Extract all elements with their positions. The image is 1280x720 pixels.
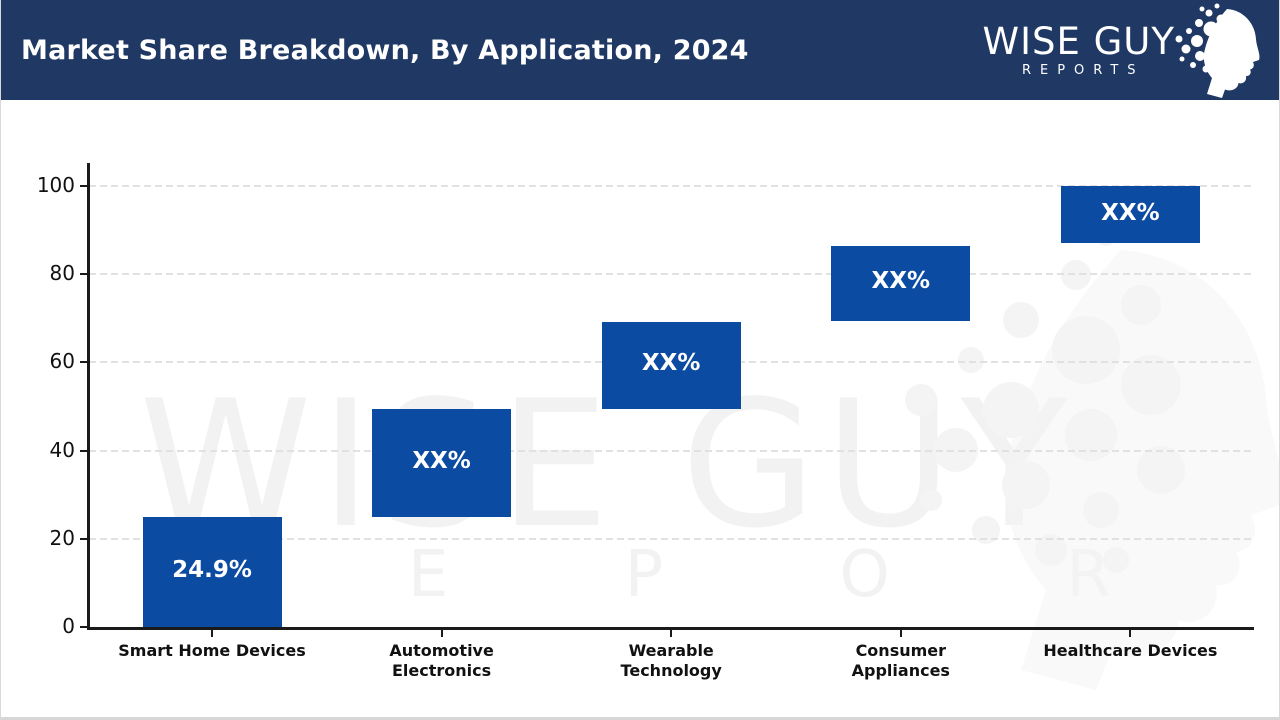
bar-2 — [372, 409, 512, 517]
y-tick-mark-0 — [80, 626, 89, 628]
category-label-1: Smart Home Devices — [118, 641, 306, 660]
x-tick-mark-3 — [670, 629, 673, 637]
y-tick-mark-40 — [80, 449, 89, 452]
bar-value-label-2: XX% — [412, 447, 471, 474]
bar-value-label-1: 24.9% — [172, 557, 252, 584]
category-label-4: Consumer Appliances — [851, 641, 950, 680]
bar-1 — [142, 517, 282, 627]
y-tick-label-100: 100 — [36, 173, 75, 197]
y-tick-label-80: 80 — [49, 261, 75, 286]
header: Market Share Breakdown, By Application, … — [1, 0, 1279, 100]
x-axis-line — [87, 627, 1254, 630]
logo-wordmark: WISE GUY — [982, 19, 1175, 63]
x-tick-mark-4 — [899, 629, 902, 637]
y-axis-line — [87, 163, 90, 629]
gridline-20 — [89, 537, 1254, 540]
gridline-80 — [89, 273, 1254, 276]
y-tick-mark-60 — [80, 361, 89, 364]
category-label-5: Healthcare Devices — [1043, 641, 1218, 660]
bar-5 — [1060, 186, 1200, 244]
y-tick-label-60: 60 — [49, 349, 75, 374]
logo-text: WISE GUY REPORTS — [983, 23, 1175, 78]
chart-title: Market Share Breakdown, By Application, … — [21, 34, 749, 66]
x-tick-mark-5 — [1129, 629, 1132, 637]
category-label-3: Wearable Technology — [620, 641, 722, 680]
bar-3 — [601, 321, 741, 410]
gridline-40 — [89, 449, 1254, 452]
plot-area: WISE GUY R E P O R T S 02040608010024.9%… — [1, 100, 1279, 717]
gridline-100 — [89, 185, 1254, 187]
y-tick-mark-20 — [80, 537, 89, 540]
logo-head-icon — [1175, 3, 1260, 98]
bar-4 — [831, 245, 971, 321]
y-tick-label-0: 0 — [62, 614, 75, 638]
y-tick-mark-80 — [80, 273, 89, 276]
y-tick-label-40: 40 — [49, 437, 75, 462]
bar-value-label-3: XX% — [641, 350, 701, 377]
category-label-2: Automotive Electronics — [389, 641, 494, 680]
x-tick-mark-2 — [440, 629, 443, 637]
bar-value-label-4: XX% — [871, 268, 931, 295]
x-tick-mark-1 — [211, 629, 213, 637]
y-tick-label-20: 20 — [49, 525, 75, 550]
y-tick-mark-100 — [80, 185, 89, 187]
logo-subtext: REPORTS — [1021, 62, 1145, 78]
wise-guy-reports-logo: WISE GUY REPORTS — [983, 0, 1265, 100]
bar-value-label-5: XX% — [1101, 199, 1160, 226]
